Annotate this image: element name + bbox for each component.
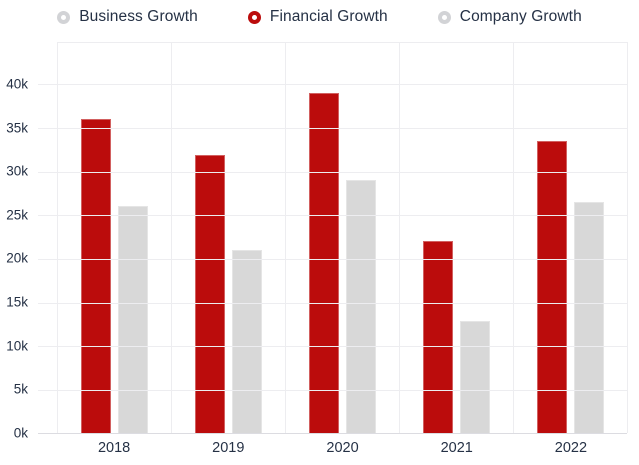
gridline-vertical <box>512 43 514 433</box>
gridline-vertical <box>171 43 173 433</box>
bar-group-2022 <box>513 43 627 433</box>
legend-item-label: Financial Growth <box>269 8 388 25</box>
y-tick-label: 30k <box>6 163 28 179</box>
x-tick-label: 2018 <box>97 440 131 456</box>
gridline-horizontal <box>38 171 627 173</box>
bar-financial-growth-2022[interactable] <box>536 140 567 433</box>
legend-item-financial-growth[interactable]: Financial Growth <box>247 8 388 26</box>
gridline-horizontal <box>38 346 627 348</box>
legend-item-business-growth[interactable]: Business Growth <box>57 8 198 26</box>
legend-marker-icon <box>57 10 71 24</box>
gridline-vertical <box>398 43 400 433</box>
y-axis-labels: 0k 5k 10k 15k 20k 25k 30k 35k 40k <box>0 42 30 440</box>
y-tick-label: 15k <box>6 294 28 310</box>
bar-financial-growth-2019[interactable] <box>195 155 226 433</box>
x-tick-label: 2022 <box>554 440 588 456</box>
gridline-horizontal <box>38 302 627 304</box>
gridline-horizontal <box>38 389 627 391</box>
bar-financial-growth-2018[interactable] <box>81 118 112 433</box>
chart-legend: Business Growth Financial Growth Company G… <box>0 5 639 29</box>
y-tick-label: 10k <box>6 338 28 354</box>
bar-company-growth-2019[interactable] <box>232 249 263 433</box>
legend-item-company-growth[interactable]: Company Growth <box>437 8 582 26</box>
bar-group-2018 <box>58 43 172 433</box>
bar-group-2020 <box>286 43 400 433</box>
legend-item-label: Company Growth <box>459 8 582 25</box>
y-tick-label: 25k <box>6 207 28 223</box>
y-tick-label: 20k <box>6 250 28 266</box>
y-tick-label: 35k <box>6 120 28 136</box>
plot-area <box>38 42 628 434</box>
gridline-horizontal <box>38 258 627 260</box>
bar-company-growth-2022[interactable] <box>573 201 604 433</box>
bar-company-growth-2021[interactable] <box>459 321 490 433</box>
bar-columns <box>58 43 627 433</box>
bar-company-growth-2020[interactable] <box>345 179 376 433</box>
y-tick-label: 40k <box>6 76 28 92</box>
gridline-horizontal <box>38 215 627 217</box>
y-tick-label: 0k <box>13 425 28 441</box>
bar-group-2019 <box>172 43 286 433</box>
legend-marker-icon <box>247 10 261 24</box>
y-tick-label: 5k <box>13 381 28 397</box>
gridline-horizontal <box>38 128 627 130</box>
bar-company-growth-2018[interactable] <box>118 206 149 433</box>
legend-marker-icon <box>437 10 451 24</box>
x-tick-label: 2019 <box>212 440 245 456</box>
gridline-horizontal <box>38 84 627 86</box>
gridline-vertical <box>285 43 287 433</box>
x-axis-line <box>38 433 627 434</box>
x-tick-label: 2021 <box>440 440 473 456</box>
x-axis-labels: 2018 2019 2020 2021 2022 <box>57 440 628 456</box>
bar-group-2021 <box>399 43 513 433</box>
bar-financial-growth-2021[interactable] <box>422 241 453 433</box>
bar-financial-growth-2020[interactable] <box>308 92 339 433</box>
x-tick-label: 2020 <box>326 440 359 456</box>
legend-item-label: Business Growth <box>79 8 198 25</box>
